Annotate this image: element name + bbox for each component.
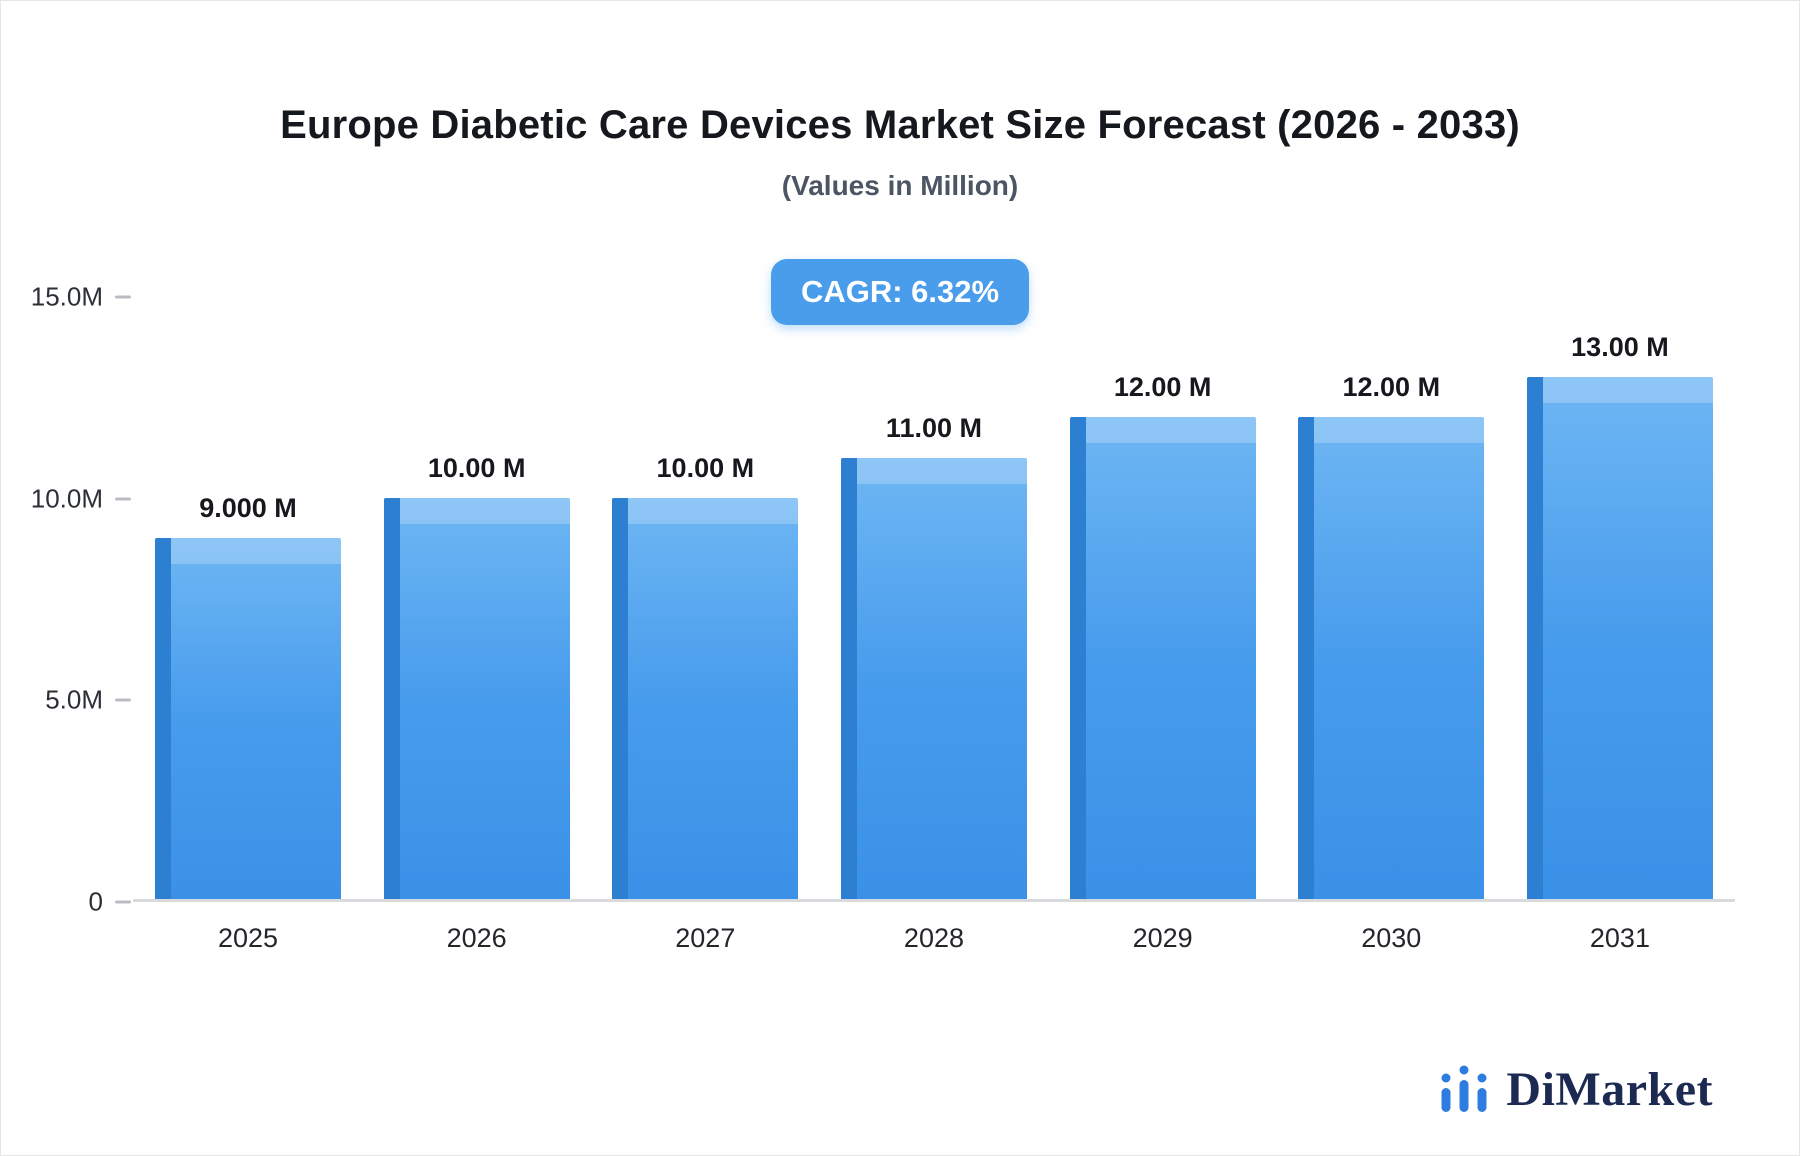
x-axis-label: 2027 — [675, 923, 736, 953]
bar-group: 9.000 M 2025 — [155, 297, 341, 953]
brand-logo-text: DiMarket — [1506, 1063, 1713, 1116]
y-tick-label: 10.0M — [30, 483, 103, 514]
bar-group: 11.00 M 2028 — [840, 297, 1027, 953]
x-axis-label: 2028 — [903, 923, 965, 953]
bar — [612, 497, 799, 900]
bar-value-label: 9.000 M — [199, 492, 297, 523]
bar — [840, 457, 1027, 900]
bar — [1298, 417, 1485, 899]
bar-group: 12.00 M 2030 — [1298, 297, 1485, 953]
bar — [383, 497, 570, 900]
y-tick: 5.0M — [45, 685, 131, 716]
bar-value-label: 13.00 M — [1571, 332, 1669, 363]
y-tick: 15.0M — [31, 282, 131, 313]
y-tick-mark — [115, 295, 131, 299]
chart-title: Europe Diabetic Care Devices Market Size… — [280, 103, 1520, 147]
y-tick-label: 15.0M — [30, 281, 103, 312]
x-axis-label: 2025 — [217, 923, 279, 953]
bar — [1069, 417, 1256, 899]
bar — [1526, 377, 1713, 899]
brand-logo: DiMarket — [1436, 1062, 1713, 1117]
bar-group: 12.00 M 2029 — [1069, 297, 1256, 953]
bar-group: 13.00 M 2031 — [1526, 297, 1713, 953]
x-axis-label: 2029 — [1132, 923, 1193, 953]
chart-area: 15.0M 10.0M 5.0M 0 9.000 M 2025 10.00 M 2026 10… — [31, 282, 1735, 953]
y-tick-mark — [115, 497, 131, 501]
chart-subtitle: (Values in Million) — [781, 170, 1019, 201]
plot-area: 9.000 M 2025 10.00 M 2026 10.00 M 2027 11.00 M… — [133, 297, 1735, 953]
bar — [155, 537, 341, 900]
bar-value-label: 10.00 M — [427, 452, 526, 483]
bar-value-label: 12.00 M — [1113, 372, 1212, 403]
y-tick-mark — [115, 698, 131, 702]
bar-value-label: 12.00 M — [1342, 372, 1441, 403]
y-tick: 10.0M — [31, 483, 131, 514]
bar-value-label: 10.00 M — [656, 452, 755, 483]
bar-value-label: 11.00 M — [885, 412, 982, 443]
y-tick: 0 — [89, 887, 131, 918]
x-axis-label: 2030 — [1361, 923, 1422, 953]
x-axis-label: 2031 — [1589, 923, 1650, 953]
bar-chart-logo-icon — [1441, 1065, 1487, 1112]
bar-group: 10.00 M 2027 — [612, 297, 799, 953]
y-tick-label: 5.0M — [45, 684, 103, 715]
y-tick-mark — [115, 900, 131, 904]
y-tick-label: 0 — [88, 886, 103, 917]
bar-group: 10.00 M 2026 — [383, 297, 570, 953]
x-axis-label: 2026 — [446, 923, 507, 953]
